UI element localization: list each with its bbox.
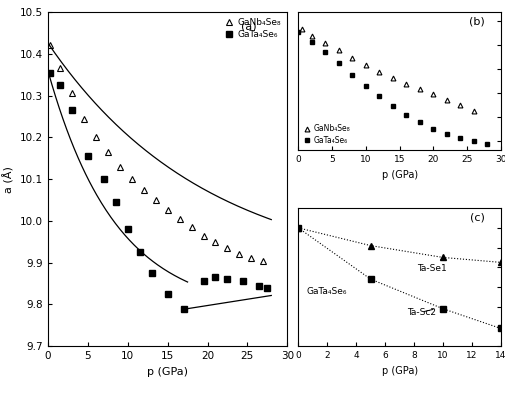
Text: (c): (c) — [469, 212, 484, 222]
X-axis label: p (GPa): p (GPa) — [381, 366, 417, 376]
X-axis label: p (GPa): p (GPa) — [381, 170, 417, 179]
Text: (a): (a) — [240, 22, 256, 32]
Legend: GaNb₄Se₈, GaTa₄Se₆: GaNb₄Se₈, GaTa₄Se₆ — [301, 123, 351, 146]
Y-axis label: a (Å): a (Å) — [3, 166, 15, 193]
Text: Ta-Se1: Ta-Se1 — [416, 259, 446, 273]
Text: Ta-Sc2: Ta-Sc2 — [406, 308, 435, 317]
Text: (b): (b) — [468, 16, 484, 26]
Legend: GaNb₄Se₈, GaTa₄Se₆: GaNb₄Se₈, GaTa₄Se₆ — [222, 16, 282, 41]
Text: GaTa₄Se₆: GaTa₄Se₆ — [306, 287, 346, 295]
X-axis label: p (GPa): p (GPa) — [147, 367, 188, 377]
